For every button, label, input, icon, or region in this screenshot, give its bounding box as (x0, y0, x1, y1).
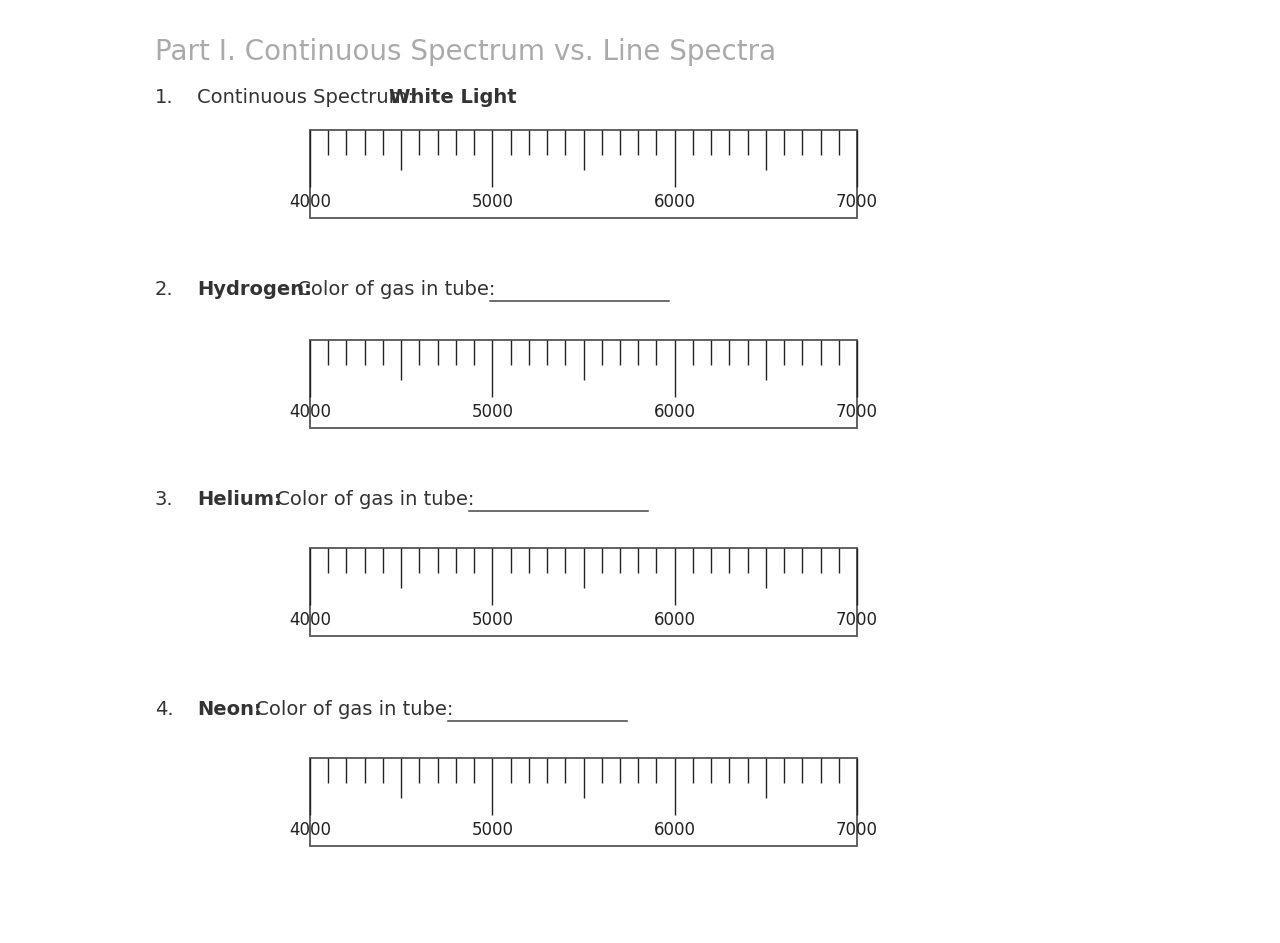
Text: 4.: 4. (155, 700, 174, 719)
Text: Color of gas in tube:: Color of gas in tube: (292, 280, 502, 299)
Text: Neon:: Neon: (197, 700, 261, 719)
Text: 5000: 5000 (471, 193, 513, 211)
Text: 3.: 3. (155, 490, 174, 509)
Text: Hydrogen:: Hydrogen: (197, 280, 312, 299)
Text: 7000: 7000 (836, 404, 878, 422)
Text: 6000: 6000 (654, 404, 695, 422)
Text: 4000: 4000 (289, 611, 332, 629)
Bar (310, 758, 858, 846)
Bar (310, 548, 858, 636)
Text: 5000: 5000 (471, 404, 513, 422)
Text: 6000: 6000 (654, 611, 695, 629)
Text: Continuous Spectrum:: Continuous Spectrum: (197, 88, 420, 107)
Text: 4000: 4000 (289, 821, 332, 839)
Text: White Light: White Light (389, 88, 517, 107)
Text: 7000: 7000 (836, 611, 878, 629)
Text: Part I. Continuous Spectrum vs. Line Spectra: Part I. Continuous Spectrum vs. Line Spe… (155, 38, 776, 66)
Text: 6000: 6000 (654, 193, 695, 211)
Text: Helium:: Helium: (197, 490, 282, 509)
Text: 4000: 4000 (289, 404, 332, 422)
Bar (310, 130, 858, 218)
Text: Color of gas in tube:: Color of gas in tube: (250, 700, 460, 719)
Text: Color of gas in tube:: Color of gas in tube: (270, 490, 481, 509)
Text: 7000: 7000 (836, 193, 878, 211)
Text: 6000: 6000 (654, 821, 695, 839)
Text: 2.: 2. (155, 280, 174, 299)
Text: 7000: 7000 (836, 821, 878, 839)
Text: 4000: 4000 (289, 193, 332, 211)
Text: 1.: 1. (155, 88, 174, 107)
Text: 5000: 5000 (471, 821, 513, 839)
Bar (310, 340, 858, 428)
Text: 5000: 5000 (471, 611, 513, 629)
